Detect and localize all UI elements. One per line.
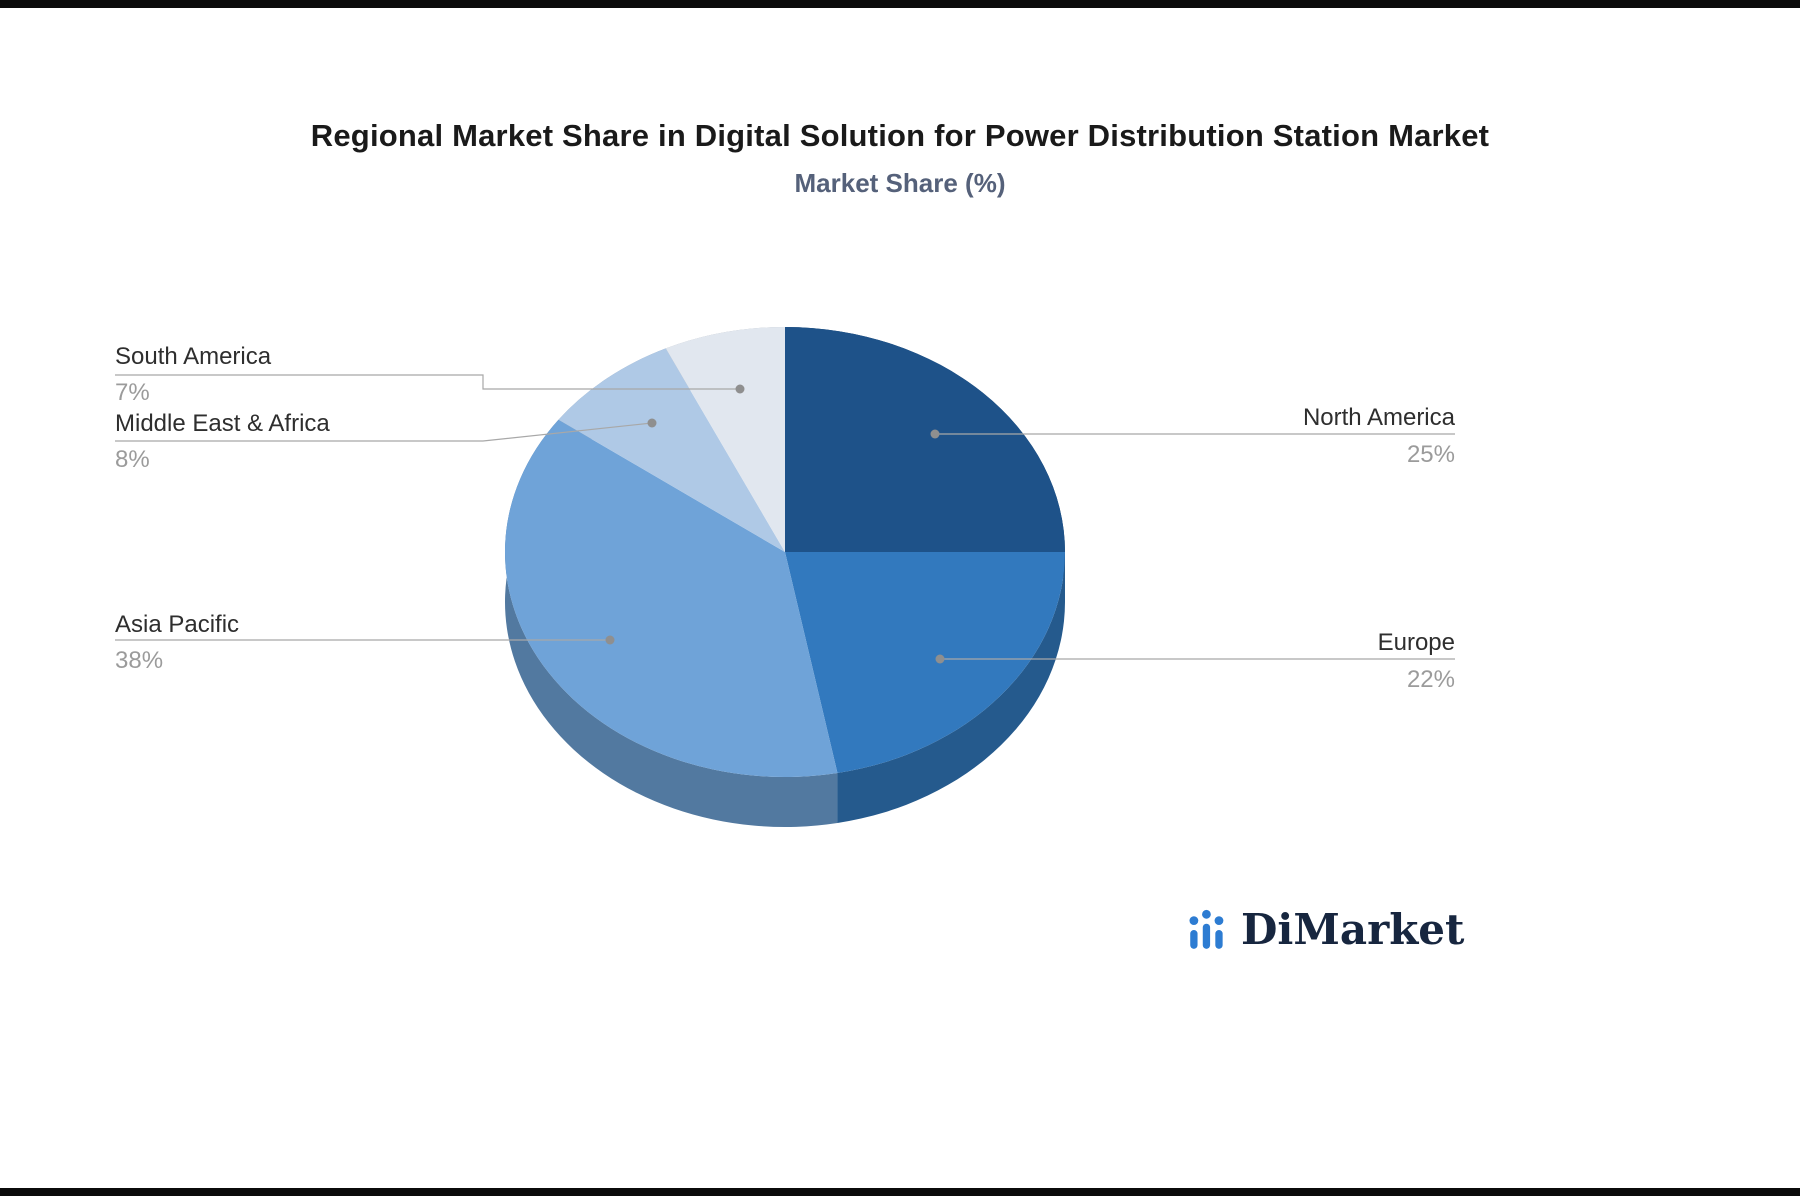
pie-slice-north-america[interactable] xyxy=(785,327,1065,552)
brand-logo: DiMarket xyxy=(1185,905,1464,954)
slice-label-asia-pacific: Asia Pacific xyxy=(115,611,239,638)
leader-line-south-america xyxy=(115,374,740,390)
chart-subtitle: Market Share (%) xyxy=(794,168,1006,198)
top-border-bar xyxy=(0,0,1800,8)
slice-value-south-america: 7% xyxy=(115,379,150,406)
leader-line-middle-east-africa xyxy=(115,422,653,442)
slice-value-europe: 22% xyxy=(1407,666,1455,693)
bar-chart-icon xyxy=(1189,909,1224,949)
leader-dot-south-america xyxy=(735,384,745,394)
bottom-border-bar xyxy=(0,1188,1800,1196)
pie-slice-south-america[interactable] xyxy=(665,327,785,552)
chart-title: Regional Market Share in Digital Solutio… xyxy=(310,118,1490,153)
pie-slice-middle-east-africa[interactable] xyxy=(558,348,785,552)
slice-label-middle-east-africa: Middle East & Africa xyxy=(115,410,330,437)
slice-label-south-america: South America xyxy=(115,343,272,370)
brand-logo-text: DiMarket xyxy=(1241,905,1465,954)
slice-value-north-america: 25% xyxy=(1407,441,1455,468)
pie-slice-europe[interactable] xyxy=(785,552,1065,774)
leader-dot-asia-pacific xyxy=(605,635,615,645)
slice-value-asia-pacific: 38% xyxy=(115,647,163,674)
leader-dot-middle-east-africa xyxy=(647,418,657,428)
slice-value-middle-east-africa: 8% xyxy=(115,446,150,473)
leader-dot-europe xyxy=(935,654,945,664)
slice-label-europe: Europe xyxy=(1378,629,1455,656)
leader-dot-north-america xyxy=(930,429,940,439)
slice-label-north-america: North America xyxy=(1303,404,1456,431)
pie-slice-side-europe xyxy=(837,552,1065,824)
pie-slice-side-asia-pacific xyxy=(504,419,838,827)
pie-slice-asia-pacific[interactable] xyxy=(504,419,838,778)
